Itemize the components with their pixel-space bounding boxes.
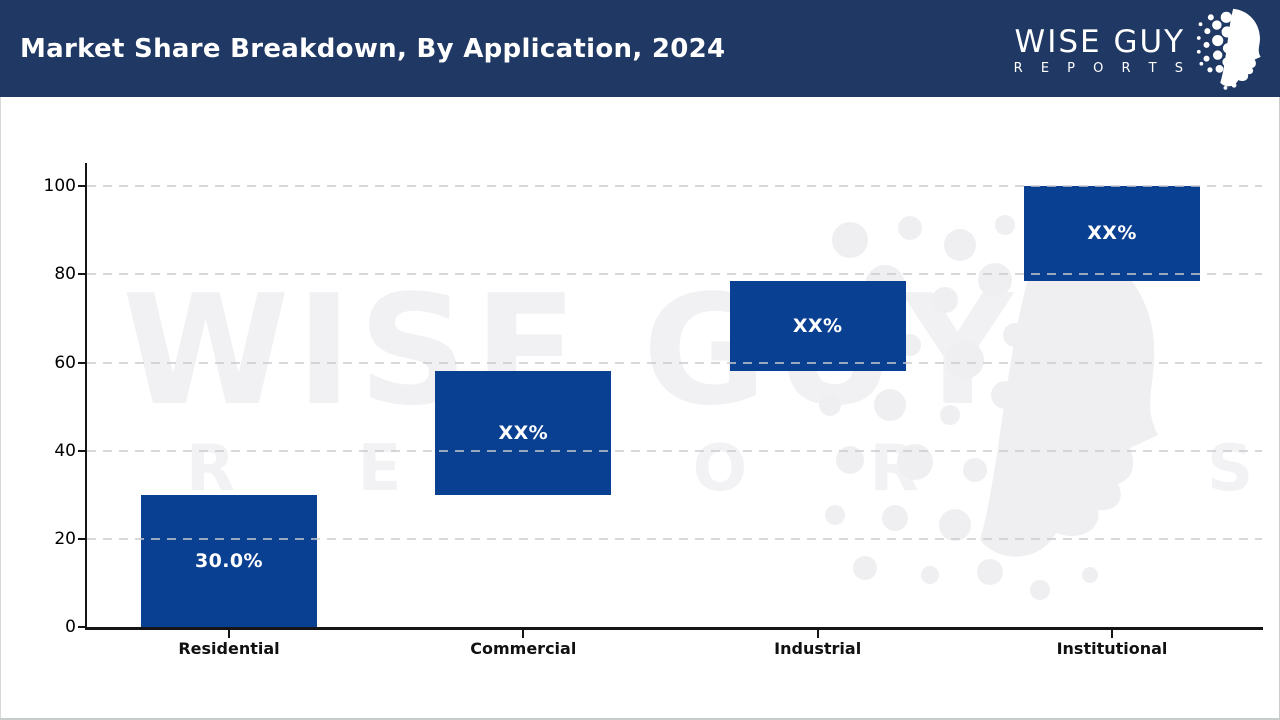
y-tick-mark bbox=[78, 538, 86, 540]
gridline bbox=[87, 361, 1262, 364]
page-title: Market Share Breakdown, By Application, … bbox=[20, 33, 726, 64]
x-tick-label: Commercial bbox=[470, 639, 577, 658]
bar-value-label: XX% bbox=[1087, 222, 1137, 245]
x-axis-line bbox=[85, 627, 1263, 630]
y-tick-mark bbox=[78, 273, 86, 276]
logo-wordmark: WISE GUY bbox=[1014, 23, 1186, 60]
gridline bbox=[87, 185, 1262, 187]
wiseguy-logo: WISE GUY R E P O R T S bbox=[1010, 6, 1268, 94]
y-tick-mark bbox=[78, 626, 86, 629]
x-tick-mark bbox=[522, 630, 525, 638]
x-tick-label: Institutional bbox=[1056, 639, 1168, 658]
header-bar: Market Share Breakdown, By Application, … bbox=[0, 0, 1280, 97]
x-tick-label: Industrial bbox=[774, 639, 862, 658]
logo-subtitle: R E P O R T S bbox=[1013, 60, 1190, 76]
bar-institutional: XX% bbox=[1024, 186, 1200, 281]
gridline bbox=[87, 449, 1262, 452]
bar-value-label: XX% bbox=[792, 315, 843, 338]
y-tick-label: 60 bbox=[54, 352, 76, 373]
y-axis-line bbox=[85, 163, 87, 629]
y-tick-label: 100 bbox=[43, 176, 76, 196]
watermark-head-dots bbox=[813, 215, 1158, 600]
x-tick-mark bbox=[228, 630, 230, 638]
y-tick-label: 0 bbox=[65, 617, 76, 638]
x-tick-label: Residential bbox=[178, 639, 280, 658]
gridline bbox=[87, 273, 1262, 276]
wiseguy-logo-text: WISE GUY R E P O R T S bbox=[1010, 25, 1190, 76]
y-tick-mark bbox=[78, 449, 86, 452]
y-tick-mark bbox=[78, 361, 86, 364]
y-tick-mark bbox=[78, 185, 86, 187]
bar-industrial: XX% bbox=[729, 280, 906, 372]
gridline bbox=[87, 538, 1262, 540]
y-tick-label: 40 bbox=[54, 440, 76, 461]
wiseguy-head-icon bbox=[1196, 8, 1261, 90]
x-tick-mark bbox=[1111, 630, 1113, 638]
bar-commercial: XX% bbox=[435, 371, 612, 495]
bar-residential: 30.0% bbox=[141, 494, 317, 628]
bar-value-label: XX% bbox=[498, 422, 549, 445]
bar-value-label: 30.0% bbox=[195, 550, 263, 573]
y-tick-label: 20 bbox=[54, 529, 76, 549]
x-tick-mark bbox=[816, 630, 819, 638]
y-tick-label: 80 bbox=[54, 264, 76, 285]
